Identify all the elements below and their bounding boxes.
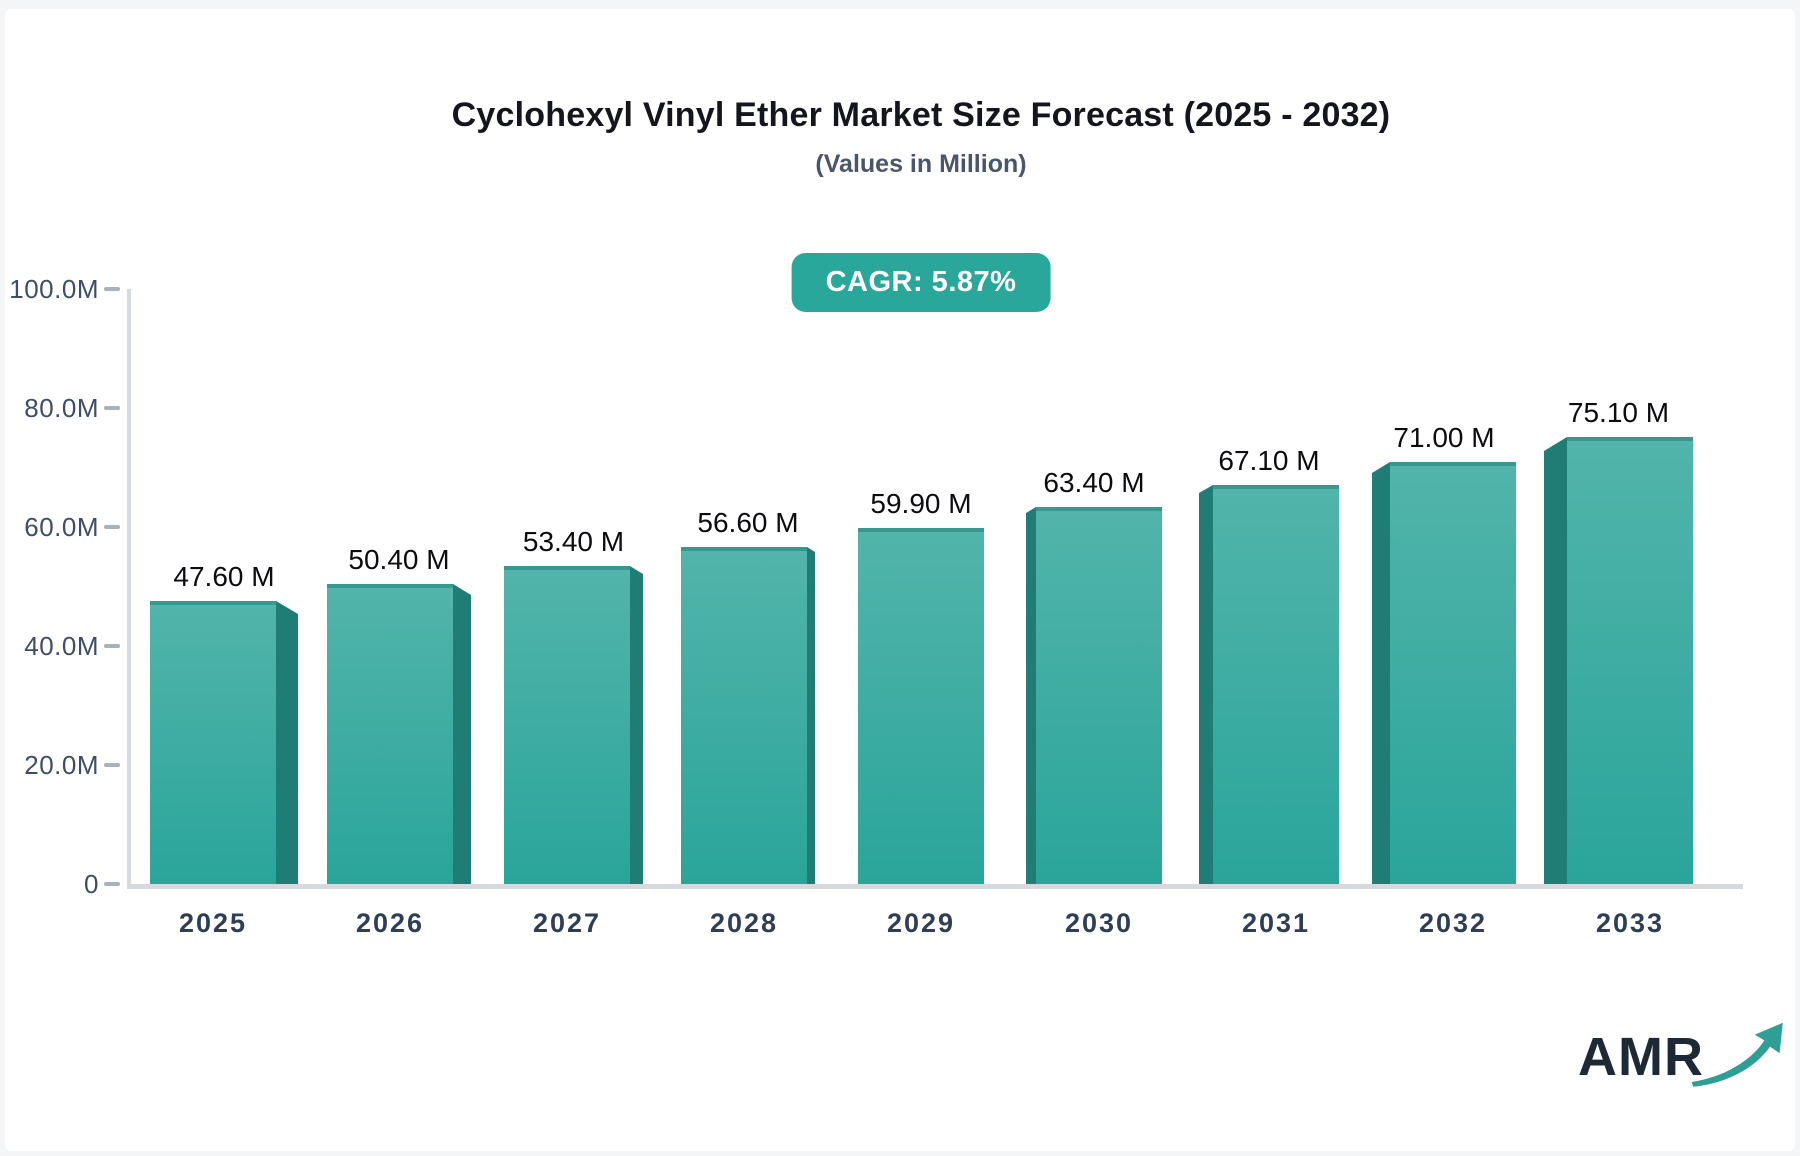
x-axis-label: 2031 (1241, 908, 1311, 938)
y-tick-label: 40.0M (24, 631, 99, 661)
x-axis-label: 2028 (709, 908, 779, 938)
bar-front-face (1390, 462, 1516, 884)
x-axis-label: 2029 (886, 908, 956, 938)
bar-2030: 63.40 M (1026, 467, 1162, 884)
bar-value-label: 53.40 M (522, 526, 625, 557)
chart-title: Cyclohexyl Vinyl Ether Market Size Forec… (451, 96, 1391, 134)
chart-subtitle: (Values in Million) (815, 150, 1027, 178)
bar-side-face (1026, 507, 1036, 884)
y-tick-mark (104, 525, 120, 529)
bar-2029: 59.90 M (858, 488, 984, 884)
bar-value-label: 71.00 M (1393, 422, 1495, 453)
bar-side-face (807, 547, 815, 884)
bar-front-face (1213, 485, 1339, 884)
y-tick-label: 100.0M (9, 274, 99, 304)
y-axis-line (127, 289, 131, 886)
y-tick-label: 80.0M (24, 393, 99, 423)
y-tick-label: 20.0M (24, 750, 99, 780)
bar-value-label: 67.10 M (1218, 445, 1320, 476)
bar-side-face (1372, 462, 1390, 884)
bar-side-face (630, 566, 643, 884)
y-tick-mark (104, 644, 120, 648)
bar-front-face (150, 601, 276, 884)
bar-front-face (504, 566, 630, 884)
bar-2033: 75.10 M (1544, 397, 1693, 884)
bar-2026: 50.40 M (327, 544, 471, 884)
bar-value-label: 59.90 M (870, 488, 972, 519)
x-axis-label: 2032 (1418, 908, 1488, 938)
cagr-badge: CAGR: 5.87% (791, 253, 1051, 312)
x-axis-label: 2033 (1595, 908, 1665, 938)
bar-2027: 53.40 M (504, 526, 643, 884)
bar-2028: 56.60 M (681, 507, 815, 884)
bar-side-face (276, 601, 298, 884)
y-tick-mark (104, 763, 120, 767)
bar-front-face (1036, 507, 1162, 884)
y-tick-mark (104, 406, 120, 410)
bar-value-label: 63.40 M (1043, 467, 1145, 498)
bar-value-label: 75.10 M (1567, 397, 1670, 428)
y-tick-mark (104, 882, 120, 886)
bar-2031: 67.10 M (1199, 445, 1339, 884)
bar-side-face (1199, 485, 1213, 884)
bar-2032: 71.00 M (1372, 422, 1516, 884)
bar-value-label: 47.60 M (173, 561, 275, 592)
amr-logo: AMR (1578, 1022, 1786, 1090)
x-axis-label: 2025 (178, 908, 248, 938)
bar-value-label: 50.40 M (348, 544, 450, 575)
y-tick-label: 60.0M (24, 512, 99, 542)
y-tick-label: 0 (84, 869, 99, 899)
x-axis-line (127, 884, 1743, 889)
bar-2025: 47.60 M (150, 561, 298, 884)
y-tick-mark (104, 287, 120, 291)
bar-front-face (681, 547, 807, 884)
bar-front-face (327, 584, 453, 884)
trend-up-arrow-icon (1691, 1022, 1783, 1087)
bar-value-label: 56.60 M (697, 507, 799, 538)
bar-front-face (1567, 437, 1693, 884)
bar-front-face (858, 528, 984, 884)
x-axis-label: 2026 (355, 908, 425, 938)
x-axis-label: 2030 (1064, 908, 1134, 938)
amr-logo-text: AMR (1578, 1027, 1704, 1087)
x-axis-label: 2027 (532, 908, 602, 938)
bar-side-face (1544, 437, 1567, 884)
bar-side-face (453, 584, 471, 884)
